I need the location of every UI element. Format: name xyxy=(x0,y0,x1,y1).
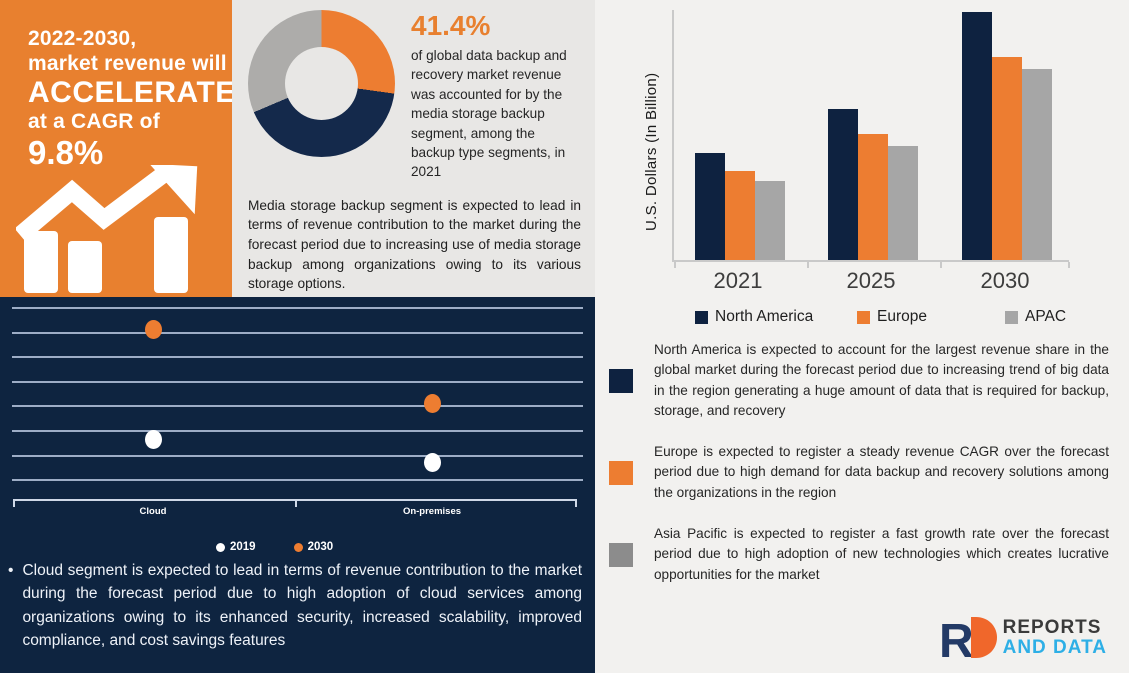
donut-row: 41.4% of global data backup and recovery… xyxy=(244,8,583,182)
bar-europe-2030 xyxy=(992,57,1022,260)
bar-north-america-2025 xyxy=(828,109,858,260)
legend-label-2030: 2030 xyxy=(307,541,334,553)
bar-north-america-2030 xyxy=(962,12,992,260)
logo-text: REPORTS AND DATA xyxy=(1003,618,1107,658)
bar-apac-2021 xyxy=(755,181,785,260)
dot-plot-gridline xyxy=(12,331,583,334)
headline-panel: 2022-2030, market revenue will ACCELERAT… xyxy=(0,0,232,297)
stat-column: 41.4% of global data backup and recovery… xyxy=(405,8,583,182)
legend-dot-2030-icon xyxy=(293,542,303,552)
left-column: 2022-2030, market revenue will ACCELERAT… xyxy=(0,0,595,673)
bar-group-2025 xyxy=(828,109,918,260)
reports-and-data-logo: R REPORTS AND DATA xyxy=(941,615,1107,661)
logo-line-reports: REPORTS xyxy=(1002,617,1102,638)
svg-text:R: R xyxy=(941,615,974,661)
dot-2030-on-premises xyxy=(424,393,441,413)
headline-cagr-label: at a CAGR of xyxy=(28,110,160,133)
rd-logo-mark-icon: R xyxy=(941,615,997,661)
x-axis-tick xyxy=(807,262,809,268)
segment-paragraph: Media storage backup segment is expected… xyxy=(248,197,581,292)
headline-accelerate: ACCELERATE xyxy=(28,76,232,109)
top-row: 2022-2030, market revenue will ACCELERAT… xyxy=(0,0,595,297)
legend-item-north-america: North America xyxy=(695,308,813,326)
x-axis-tick xyxy=(1068,262,1070,268)
legend-item-2019: 2019 xyxy=(216,541,256,553)
bar-apac-2025 xyxy=(888,146,918,260)
growth-arrow-icon xyxy=(16,165,198,293)
dot-2019-on-premises xyxy=(424,453,441,473)
stat-value: 41.4% xyxy=(411,10,491,41)
segment-panel: 41.4% of global data backup and recovery… xyxy=(232,0,595,297)
dot-2030-cloud xyxy=(145,320,162,340)
bar-x-label-2030: 2030 xyxy=(980,268,1030,293)
insight-north-america: North America is expected to account for… xyxy=(609,340,1109,421)
dot-plot-gridline xyxy=(12,454,583,457)
legend-item-apac: APAC xyxy=(1005,308,1066,326)
bar-apac-2030 xyxy=(1022,69,1052,260)
dot-plot-x-axis xyxy=(13,499,577,507)
logo-line-and-data: AND DATA xyxy=(1002,637,1107,658)
insight-north-america-text: North America is expected to account for… xyxy=(654,342,1109,418)
bar-europe-2025 xyxy=(858,134,888,260)
bar-group-2030 xyxy=(962,12,1052,260)
dot-plot-chart: Cloud On-premises xyxy=(0,297,595,529)
dot-plot-gridline xyxy=(12,356,583,359)
regional-insights: North America is expected to account for… xyxy=(609,340,1109,606)
bar-north-america-2021 xyxy=(695,153,725,260)
x-axis-tick xyxy=(674,262,676,268)
legend-label-north-america: North America xyxy=(715,308,814,325)
insight-asia-pacific: Asia Pacific is expected to register a f… xyxy=(609,524,1109,585)
dot-plot-gridline xyxy=(12,479,583,482)
headline-cagr-value: 9.8% xyxy=(28,134,104,171)
dot-plot-category-onpremises: On-premises xyxy=(402,506,462,517)
headline-text: market revenue will xyxy=(28,52,227,75)
dot-plot-gridline xyxy=(12,405,583,408)
dot-2019-cloud xyxy=(145,430,162,450)
headline-years: 2022-2030, xyxy=(28,27,137,50)
north-america-swatch-icon xyxy=(609,368,633,393)
regional-bar-chart: U.S. Dollars (In Billion) 2021 2025 2030… xyxy=(595,0,1129,335)
bar-plot-area xyxy=(672,10,1070,268)
legend-swatch-north-america-icon xyxy=(695,310,708,324)
deployment-panel: Cloud On-premises 2019 2030 • Cloud segm… xyxy=(0,297,595,673)
insight-europe-text: Europe is expected to register a steady … xyxy=(654,444,1109,500)
dot-plot-legend: 2019 2030 xyxy=(216,541,361,553)
bar-chart-y-axis-label: U.S. Dollars (In Billion) xyxy=(643,72,660,232)
cloud-insight: • Cloud segment is expected to lead in t… xyxy=(8,559,582,653)
legend-dot-2019-icon xyxy=(216,542,225,552)
asia-pacific-swatch-icon xyxy=(609,542,633,567)
legend-item-europe: Europe xyxy=(857,308,927,326)
insight-europe: Europe is expected to register a steady … xyxy=(609,442,1109,503)
bullet-dot-icon: • xyxy=(8,562,14,579)
right-column: U.S. Dollars (In Billion) 2021 2025 2030… xyxy=(595,0,1129,673)
legend-swatch-apac-icon xyxy=(1005,310,1018,324)
dot-plot-gridline xyxy=(12,430,583,432)
x-axis-tick xyxy=(940,262,942,268)
europe-swatch-icon xyxy=(609,460,633,485)
dot-plot-gridline xyxy=(12,380,583,383)
donut-chart xyxy=(248,10,395,157)
cloud-insight-text: Cloud segment is expected to lead in ter… xyxy=(22,562,582,650)
legend-label-europe: Europe xyxy=(877,308,927,325)
bar-x-label-2025: 2025 xyxy=(846,268,896,293)
insight-asia-pacific-text: Asia Pacific is expected to register a f… xyxy=(654,526,1109,582)
legend-label-2019: 2019 xyxy=(230,541,256,553)
legend-item-2030: 2030 xyxy=(293,541,334,553)
dot-plot-gridline xyxy=(12,307,583,309)
legend-label-apac: APAC xyxy=(1025,308,1067,325)
bar-x-label-2021: 2021 xyxy=(713,268,763,293)
bar-group-2021 xyxy=(695,153,785,260)
legend-swatch-europe-icon xyxy=(857,310,870,324)
dot-plot-category-cloud: Cloud xyxy=(139,506,167,517)
bar-europe-2021 xyxy=(725,171,755,260)
stat-text: of global data backup and recovery marke… xyxy=(411,48,567,180)
